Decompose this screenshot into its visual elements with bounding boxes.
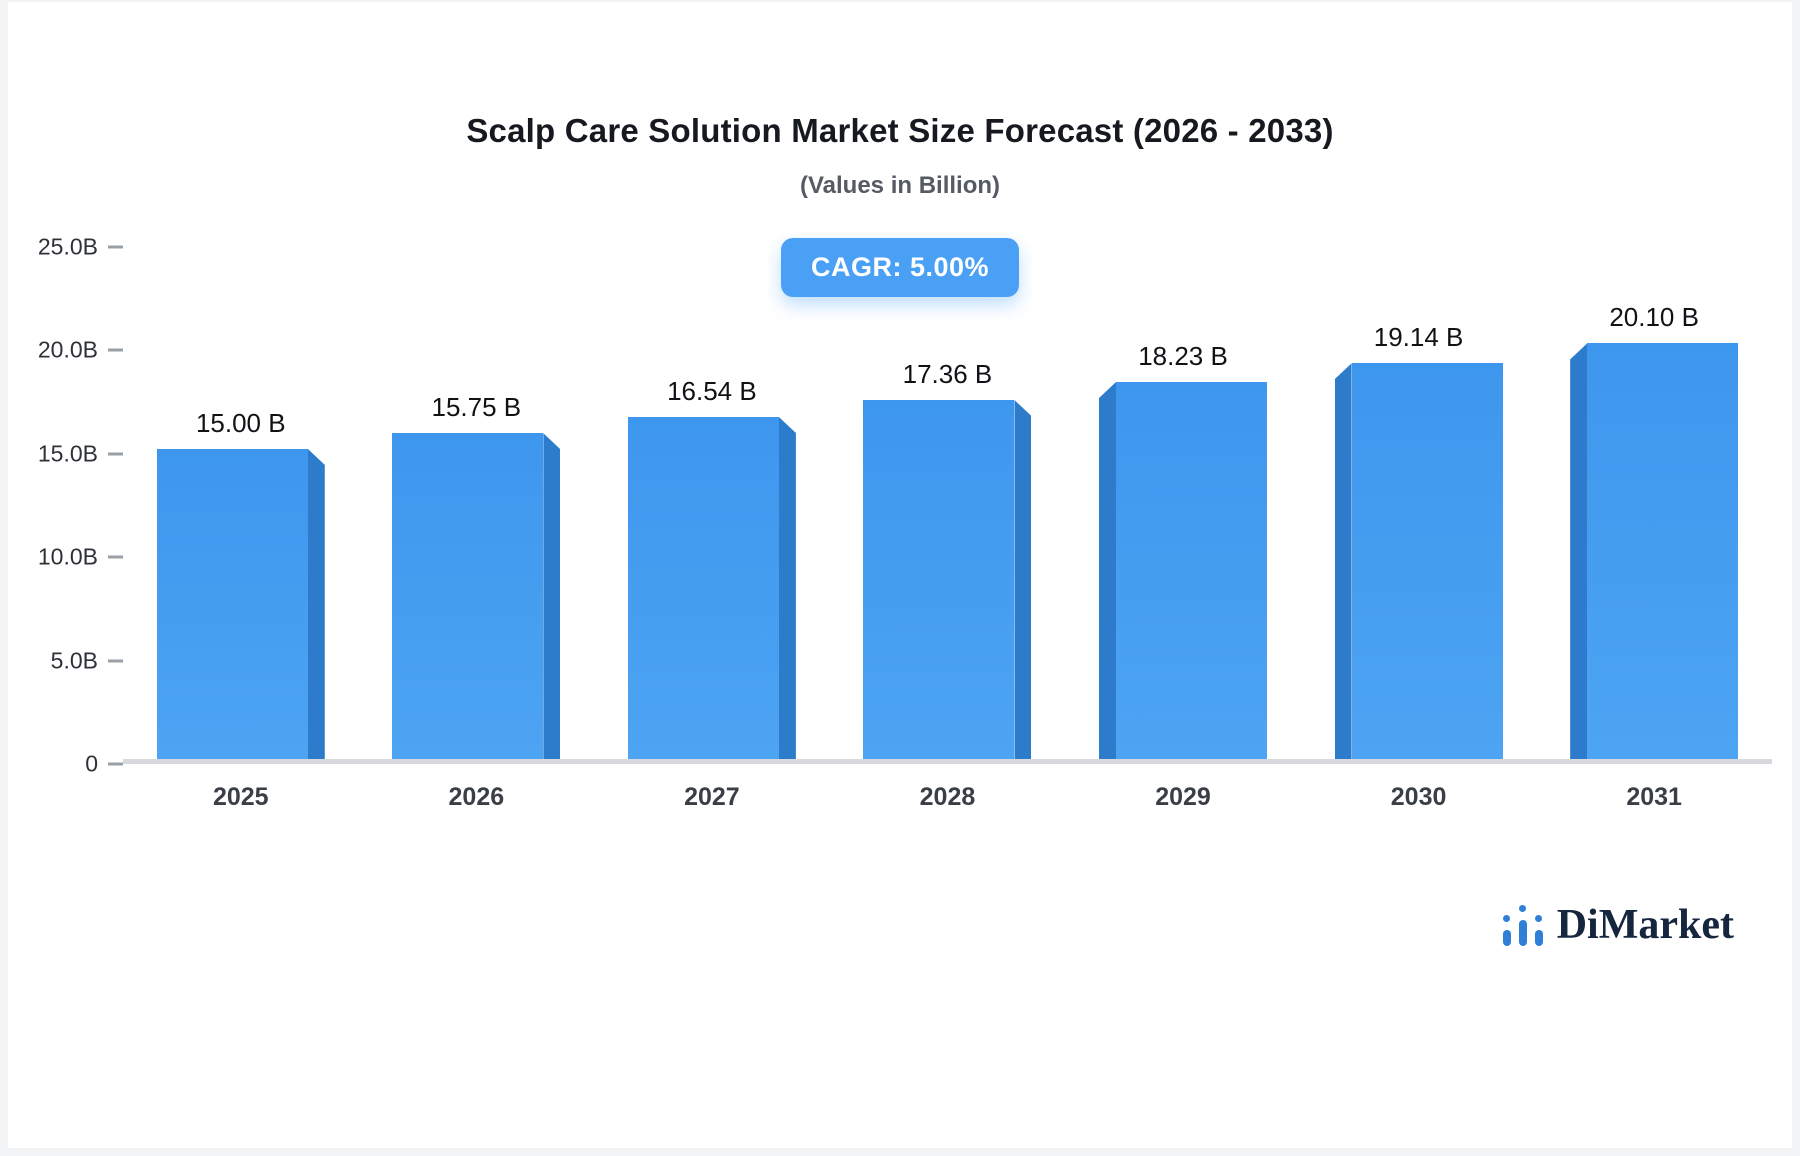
y-tick: 20.0B — [38, 337, 123, 364]
x-axis-label-2030: 2030 — [1390, 783, 1447, 811]
y-tick-label: 25.0B — [37, 233, 98, 260]
bar-side-shade — [1099, 382, 1117, 759]
x-axis-label-2026: 2026 — [448, 783, 505, 811]
bar-slot-2027: 16.54 B 2027 — [612, 375, 812, 811]
y-tick-dash — [108, 348, 123, 352]
bar-face — [1116, 382, 1268, 759]
chart-card: Scalp Care Solution Market Size Forecast… — [8, 2, 1792, 1148]
bar-side-shade — [1570, 343, 1588, 759]
bar-side-shade — [778, 416, 796, 759]
y-tick-label: 0 — [85, 750, 98, 777]
bar-face — [1587, 343, 1739, 759]
bar-face — [627, 416, 779, 759]
x-axis-label-2027: 2027 — [684, 783, 740, 811]
bar-value-label: 15.00 B — [195, 407, 286, 438]
bar-2028[interactable] — [863, 400, 1032, 759]
bar-side-shade — [543, 433, 561, 759]
y-tick: 25.0B — [38, 234, 123, 261]
y-tick: 0 — [85, 751, 123, 778]
y-tick-dash — [108, 245, 123, 249]
x-axis-label-2031: 2031 — [1626, 783, 1682, 811]
bar-face — [863, 400, 1015, 759]
bar-2030[interactable] — [1334, 363, 1503, 759]
chart-subtitle: (Values in Billion) — [799, 172, 1001, 199]
bar-slot-2026: 15.75 B 2026 — [376, 392, 576, 811]
y-tick-dash — [108, 452, 123, 456]
bar-face — [156, 448, 308, 759]
bar-face — [392, 433, 544, 759]
y-axis: 25.0B 20.0B 15.0B 10.0B 5.0B 0 — [28, 234, 123, 777]
y-tick-label: 5.0B — [50, 647, 98, 674]
bar-slot-2025: 15.00 B 2025 — [141, 407, 341, 811]
bar-value-label: 17.36 B — [902, 359, 993, 389]
bar-face — [1351, 363, 1503, 759]
bar-slot-2030: 19.14 B 2030 — [1319, 322, 1519, 811]
bar-side-shade — [307, 448, 325, 759]
y-tick: 10.0B — [38, 544, 123, 571]
x-axis-label-2028: 2028 — [919, 783, 976, 811]
bar-chart-logo-icon — [1501, 900, 1545, 946]
y-tick-dash — [108, 762, 123, 766]
bar-slot-2028: 17.36 B 2028 — [847, 359, 1047, 811]
bar-2026[interactable] — [392, 433, 561, 759]
chart-header: Scalp Care Solution Market Size Forecast… — [8, 112, 1792, 200]
bar-value-label: 18.23 B — [1138, 341, 1228, 372]
bar-value-label: 15.75 B — [431, 392, 522, 423]
bar-2029[interactable] — [1099, 382, 1268, 759]
cagr-badge: CAGR: 5.00% — [780, 238, 1020, 297]
bar-value-label: 20.10 B — [1609, 302, 1699, 333]
bar-slot-2029: 18.23 B 2029 — [1083, 341, 1283, 811]
bar-2031[interactable] — [1570, 343, 1739, 759]
bar-side-shade — [1334, 363, 1352, 759]
y-tick: 15.0B — [38, 440, 123, 467]
bar-slot-2031: 20.10 B 2031 — [1554, 302, 1754, 811]
y-tick-label: 20.0B — [37, 336, 98, 363]
chart-title: Scalp Care Solution Market Size Forecast… — [466, 112, 1334, 149]
y-tick-dash — [108, 659, 123, 663]
bar-chart: 25.0B 20.0B 15.0B 10.0B 5.0B 0 15.00 B 2025 15.… — [28, 234, 1772, 811]
y-tick: 5.0B — [51, 647, 123, 674]
bar-side-shade — [1014, 400, 1032, 759]
x-axis-label-2029: 2029 — [1155, 783, 1211, 811]
bar-value-label: 19.14 B — [1373, 322, 1464, 353]
x-axis-label-2025: 2025 — [212, 783, 269, 811]
brand-logo: DiMarket — [1501, 900, 1734, 946]
bar-value-label: 16.54 B — [667, 375, 757, 406]
brand-logo-text: DiMarket — [1556, 902, 1734, 948]
bar-2025[interactable] — [156, 448, 325, 759]
bar-2027[interactable] — [627, 416, 796, 759]
y-tick-dash — [108, 555, 123, 559]
plot-area: 15.00 B 2025 15.75 B 2026 16.54 B 2027 17.36 B… — [123, 247, 1772, 811]
y-tick-label: 15.0B — [37, 440, 98, 467]
y-tick-label: 10.0B — [37, 543, 98, 570]
